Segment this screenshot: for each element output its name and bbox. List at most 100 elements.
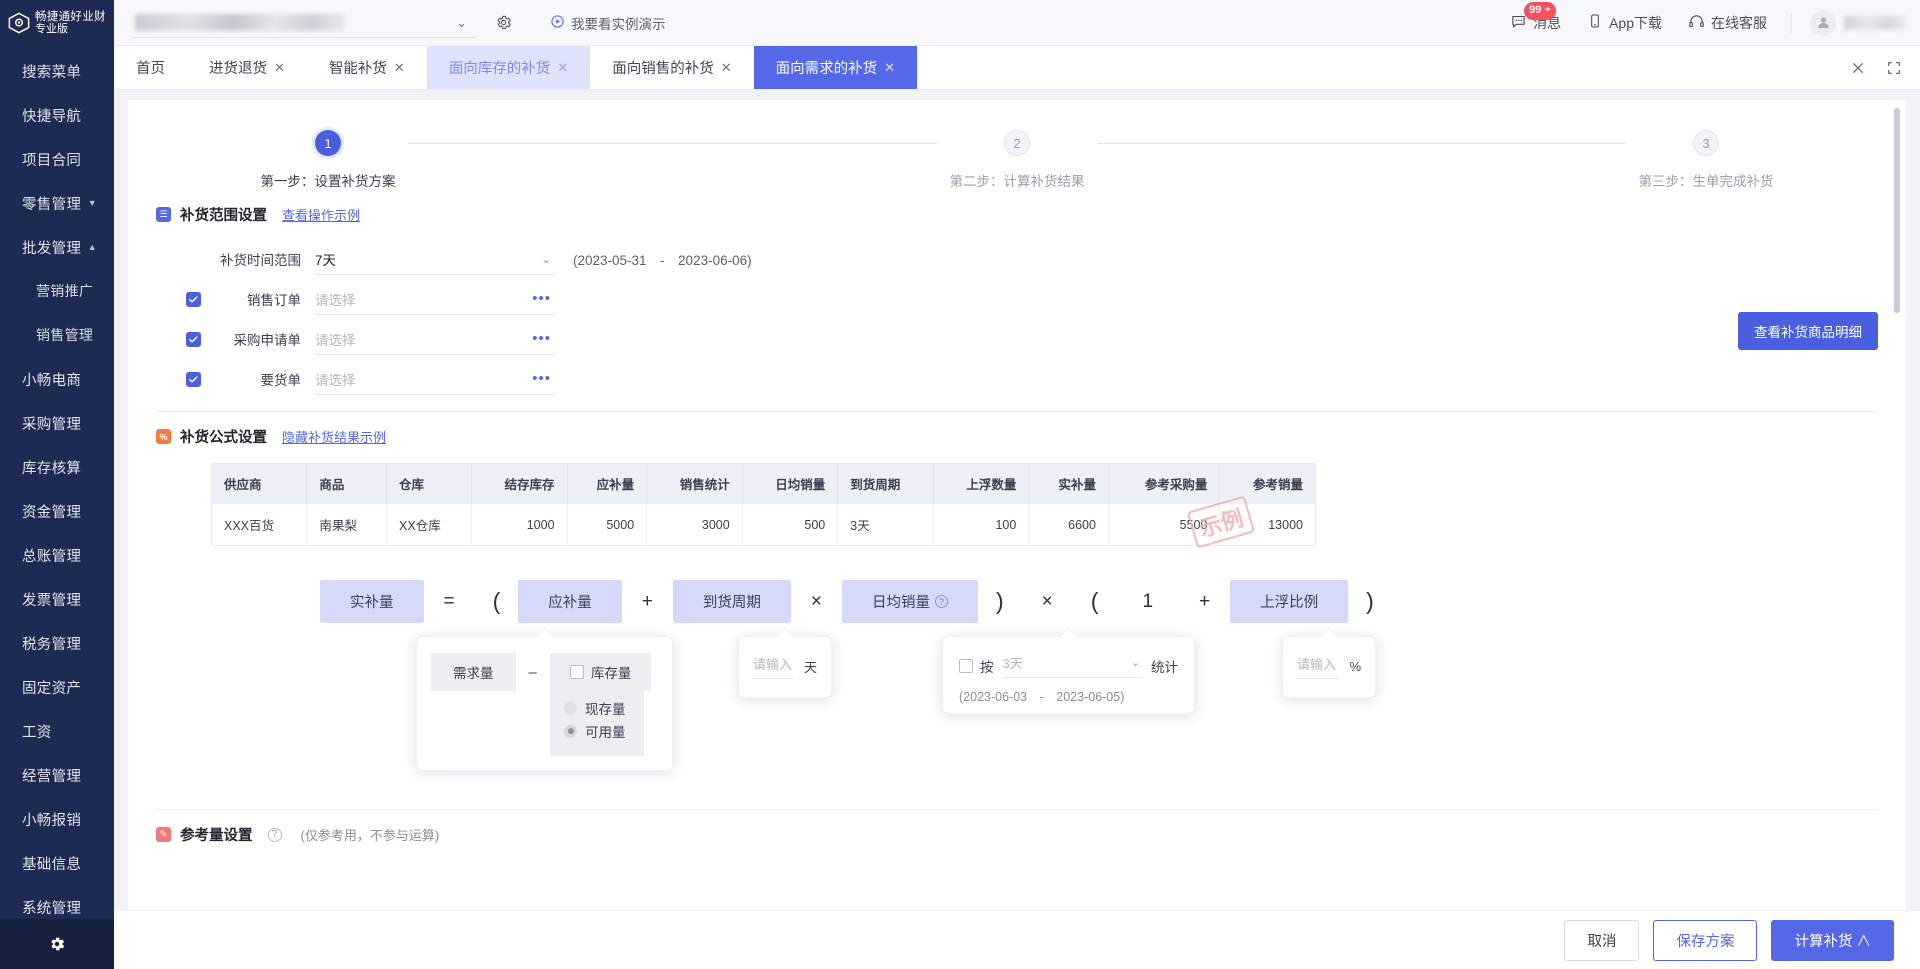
- stock-quantity-checkbox[interactable]: [569, 665, 584, 679]
- tab-4[interactable]: 面向销售的补货 ✕: [590, 46, 753, 89]
- tab-close-icon[interactable]: ✕: [274, 59, 285, 75]
- step-number: 1: [315, 130, 341, 156]
- formula-chip-label: 到货周期: [702, 595, 761, 611]
- tab-close-icon[interactable]: ✕: [557, 59, 569, 75]
- formula-chip-5[interactable]: 到货周期: [672, 580, 791, 623]
- tab-2[interactable]: 智能补货 ✕: [307, 46, 427, 89]
- more-options-icon[interactable]: •••: [532, 290, 551, 307]
- formula-example-toggle-link[interactable]: 隐藏补货结果示例: [282, 430, 387, 445]
- sidebar-item-4[interactable]: 批发管理 ▲: [0, 225, 114, 269]
- range-row-checkbox[interactable]: [186, 371, 201, 387]
- range-row-checkbox[interactable]: [186, 291, 201, 307]
- tab-close-icon[interactable]: ✕: [884, 59, 896, 75]
- sidebar-item-12[interactable]: 发票管理: [0, 577, 114, 621]
- range-row-select[interactable]: 请选择 •••: [315, 284, 555, 315]
- range-row-0: 销售订单 请选择 •••: [186, 279, 1878, 319]
- org-selector[interactable]: ⌄: [132, 8, 477, 38]
- topbar-gear-button[interactable]: [495, 14, 512, 31]
- formula-chip-7[interactable]: 日均销量?: [842, 580, 978, 623]
- sidebar-item-0[interactable]: 搜索菜单: [0, 49, 114, 93]
- time-range-dates: (2023-05-31 - 2023-06-06): [573, 253, 752, 268]
- daily-sales-checkbox[interactable]: [959, 658, 973, 673]
- demand-quantity-chip[interactable]: 需求量: [431, 653, 516, 691]
- tab-5[interactable]: 面向需求的补货 ✕: [753, 46, 918, 89]
- app-download-button[interactable]: App下载: [1587, 13, 1662, 33]
- more-options-icon[interactable]: •••: [532, 330, 551, 347]
- user-menu[interactable]: [1810, 9, 1906, 36]
- fullscreen-icon[interactable]: [1886, 60, 1902, 76]
- sidebar-item-18[interactable]: 基础信息: [0, 841, 114, 885]
- formula-chip-3[interactable]: 应补量: [518, 580, 622, 623]
- sidebar-item-1[interactable]: 快捷导航: [0, 93, 114, 137]
- radio-option-available[interactable]: 可用量: [564, 721, 626, 741]
- daily-sales-period-select[interactable]: 3天 ⌄: [1002, 653, 1142, 678]
- sidebar-item-15[interactable]: 工资: [0, 709, 114, 753]
- sidebar-item-3[interactable]: 零售管理 ▼: [0, 181, 114, 225]
- sidebar-item-7[interactable]: 小畅电商: [0, 357, 114, 401]
- markup-ratio-input[interactable]: 请输入: [1297, 654, 1340, 679]
- cancel-button[interactable]: 取消: [1564, 919, 1640, 961]
- calculate-button[interactable]: 计算补货 ∧: [1771, 919, 1894, 961]
- step-3[interactable]: 3 第三步：生单完成补货: [1626, 130, 1786, 190]
- range-section-header: ☰ 补货范围设置 查看操作示例: [156, 204, 1878, 225]
- sidebar-item-16[interactable]: 经营管理: [0, 753, 114, 797]
- column-header: 到货周期: [837, 464, 934, 504]
- range-row-placeholder: 请选择: [315, 372, 356, 388]
- help-icon[interactable]: ?: [267, 827, 282, 842]
- range-row-placeholder: 请选择: [315, 292, 356, 308]
- sidebar-settings-button[interactable]: [0, 919, 114, 969]
- mobile-icon: [1587, 13, 1603, 32]
- radio-option-onhand[interactable]: 现存量: [564, 698, 626, 718]
- sidebar-item-2[interactable]: 项目合同: [0, 137, 114, 181]
- sidebar-item-19[interactable]: 系统管理: [0, 885, 114, 919]
- range-example-link[interactable]: 查看操作示例: [282, 208, 361, 223]
- step-2[interactable]: 2 第二步：计算补货结果: [937, 130, 1097, 190]
- demo-video-link[interactable]: 我要看实例演示: [550, 13, 666, 33]
- sidebar-item-11[interactable]: 总账管理: [0, 533, 114, 577]
- time-range-select[interactable]: 7天 ⌄: [315, 244, 555, 275]
- tab-0[interactable]: 首页: [114, 46, 187, 89]
- formula-chip-13[interactable]: 上浮比例: [1230, 580, 1349, 623]
- save-plan-button[interactable]: 保存方案: [1653, 919, 1758, 961]
- tab-3[interactable]: 面向库存的补货 ✕: [426, 46, 591, 89]
- step-connector-2: [1097, 143, 1626, 144]
- leadtime-input[interactable]: 请输入: [753, 654, 794, 679]
- view-replenish-detail-button[interactable]: 查看补货商品明细: [1738, 312, 1878, 350]
- help-icon[interactable]: ?: [935, 595, 948, 608]
- online-service-button[interactable]: 在线客服: [1688, 13, 1767, 33]
- sidebar-item-5[interactable]: 营销推广: [0, 269, 114, 313]
- panel-scrollbar-track[interactable]: [1894, 100, 1903, 910]
- sidebar-item-14[interactable]: 固定资产: [0, 665, 114, 709]
- formula-chip-0[interactable]: 实补量: [320, 580, 424, 623]
- more-options-icon[interactable]: •••: [532, 370, 551, 387]
- formula-paren-8: ): [996, 588, 1004, 614]
- formula-op-1: =: [443, 590, 455, 612]
- sidebar-item-label: 经营管理: [22, 768, 82, 785]
- panel-scrollbar-thumb[interactable]: [1894, 108, 1900, 313]
- content-area: 1 第一步：设置补货方案 2 第二步：计算补货结果 3 第三步：生单完成补货 ☰ 补货范围…: [114, 90, 1920, 910]
- formula-section-header: % 补货公式设置 隐藏补货结果示例: [156, 426, 1878, 447]
- daily-sales-prefix: 按: [980, 659, 994, 675]
- sidebar-item-label: 小畅报销: [22, 812, 82, 829]
- range-row-select[interactable]: 请选择 •••: [315, 364, 555, 395]
- sidebar-item-label: 系统管理: [22, 900, 82, 917]
- tab-close-icon[interactable]: ✕: [720, 59, 732, 75]
- range-row-checkbox[interactable]: [186, 331, 201, 347]
- step-1[interactable]: 1 第一步：设置补货方案: [248, 130, 408, 190]
- username-redacted: [1844, 15, 1906, 30]
- tab-1[interactable]: 进货退货 ✕: [187, 46, 307, 89]
- tab-label: 面向库存的补货: [448, 61, 551, 77]
- sidebar-item-6[interactable]: 销售管理: [0, 313, 114, 357]
- sidebar-item-9[interactable]: 库存核算: [0, 445, 114, 489]
- sidebar-item-17[interactable]: 小畅报销: [0, 797, 114, 841]
- column-header: 仓库: [386, 464, 472, 504]
- sidebar-item-13[interactable]: 税务管理: [0, 621, 114, 665]
- tab-close-icon[interactable]: ✕: [393, 59, 405, 75]
- avatar-icon: [1810, 9, 1836, 36]
- sidebar-item-10[interactable]: 资金管理: [0, 489, 114, 533]
- sidebar-item-8[interactable]: 采购管理: [0, 401, 114, 445]
- column-header: 参考销量: [1219, 464, 1315, 504]
- messages-button[interactable]: 消息 99 +: [1510, 1, 1561, 33]
- close-icon[interactable]: [1850, 60, 1866, 76]
- range-row-select[interactable]: 请选择 •••: [315, 324, 555, 355]
